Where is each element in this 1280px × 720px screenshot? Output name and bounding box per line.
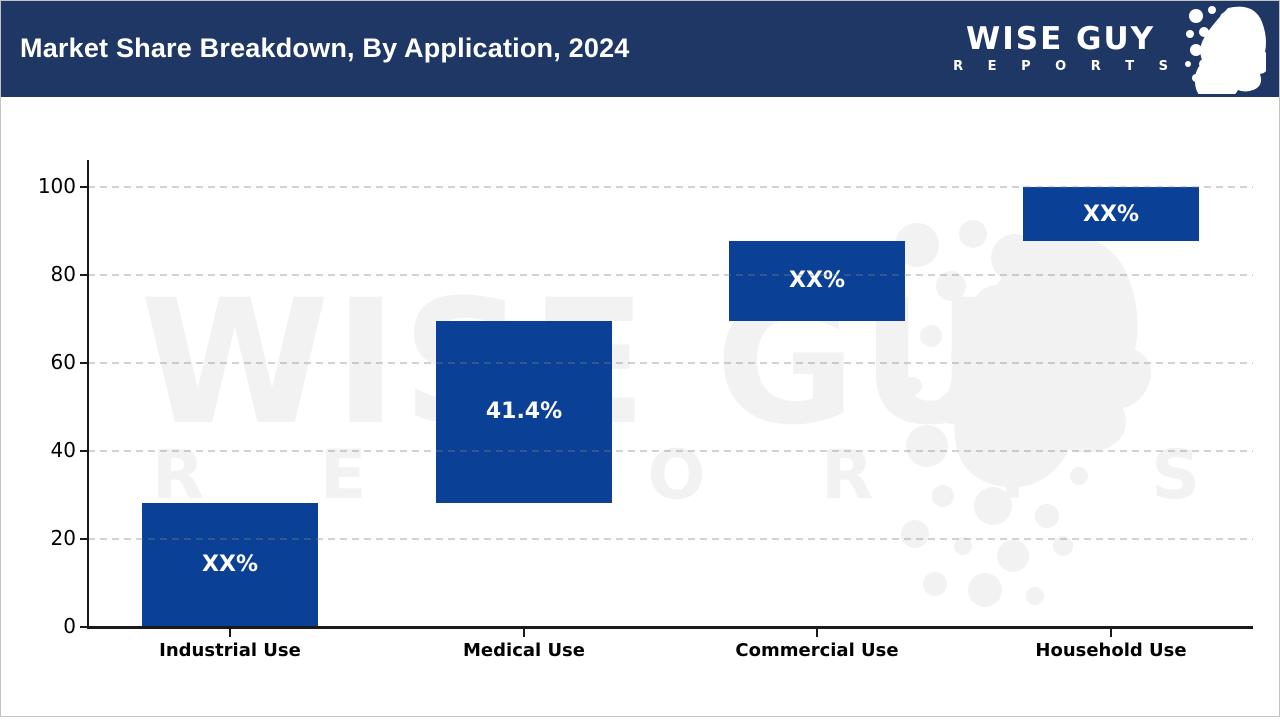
- y-tick-20: [80, 538, 88, 540]
- y-gridline-100: [88, 186, 1253, 188]
- bar-industrial-use: XX%: [142, 502, 318, 627]
- y-tick-40: [80, 450, 88, 452]
- bar-value-label: XX%: [202, 552, 258, 578]
- y-tick-label: 20: [50, 526, 76, 550]
- x-axis-label: Commercial Use: [735, 640, 899, 661]
- y-gridline-60: [88, 362, 1253, 364]
- logo-wordmark: WISE GUY R E P O R T S: [943, 23, 1178, 74]
- y-tick-100: [80, 186, 88, 188]
- watermark-face-dots-icon: [895, 220, 1152, 607]
- bar-commercial-use: XX%: [729, 241, 905, 321]
- x-axis-label: Industrial Use: [159, 640, 301, 661]
- x-axis-label: Medical Use: [463, 640, 585, 661]
- report-header: Market Share Breakdown, By Application, …: [0, 0, 1280, 97]
- bar-value-label: XX%: [789, 268, 845, 294]
- y-tick-60: [80, 362, 88, 364]
- bar-value-label: XX%: [1083, 201, 1139, 227]
- wise-guy-reports-logo: WISE GUY R E P O R T S: [943, 4, 1266, 94]
- logo-face-dots-icon: [1185, 5, 1266, 94]
- page-title: Market Share Breakdown, By Application, …: [20, 33, 630, 63]
- x-tick-3: [816, 629, 818, 637]
- y-tick-label: 60: [50, 350, 76, 374]
- y-axis-spine: [87, 160, 89, 629]
- y-tick-80: [80, 274, 88, 276]
- y-tick-label: 0: [63, 614, 76, 638]
- y-gridline-80: [88, 274, 1253, 276]
- bar-household-use: XX%: [1023, 187, 1199, 242]
- y-gridline-40: [88, 450, 1253, 452]
- y-tick-label: 80: [50, 262, 76, 286]
- x-axis-spine: [88, 626, 1253, 629]
- logo-line1: WISE GUY: [966, 21, 1156, 58]
- logo-line2: R E P O R T S: [953, 58, 1178, 74]
- x-tick-4: [1110, 629, 1112, 637]
- y-tick-label: 40: [50, 438, 76, 462]
- x-tick-1: [229, 629, 231, 637]
- y-gridline-20: [88, 538, 1253, 540]
- y-tick-label: 100: [37, 174, 76, 198]
- x-axis-label: Household Use: [1035, 640, 1187, 661]
- y-tick-0: [80, 626, 88, 628]
- x-tick-2: [523, 629, 525, 637]
- bar-medical-use: 41.4%: [436, 320, 612, 503]
- bar-value-label: 41.4%: [485, 399, 563, 425]
